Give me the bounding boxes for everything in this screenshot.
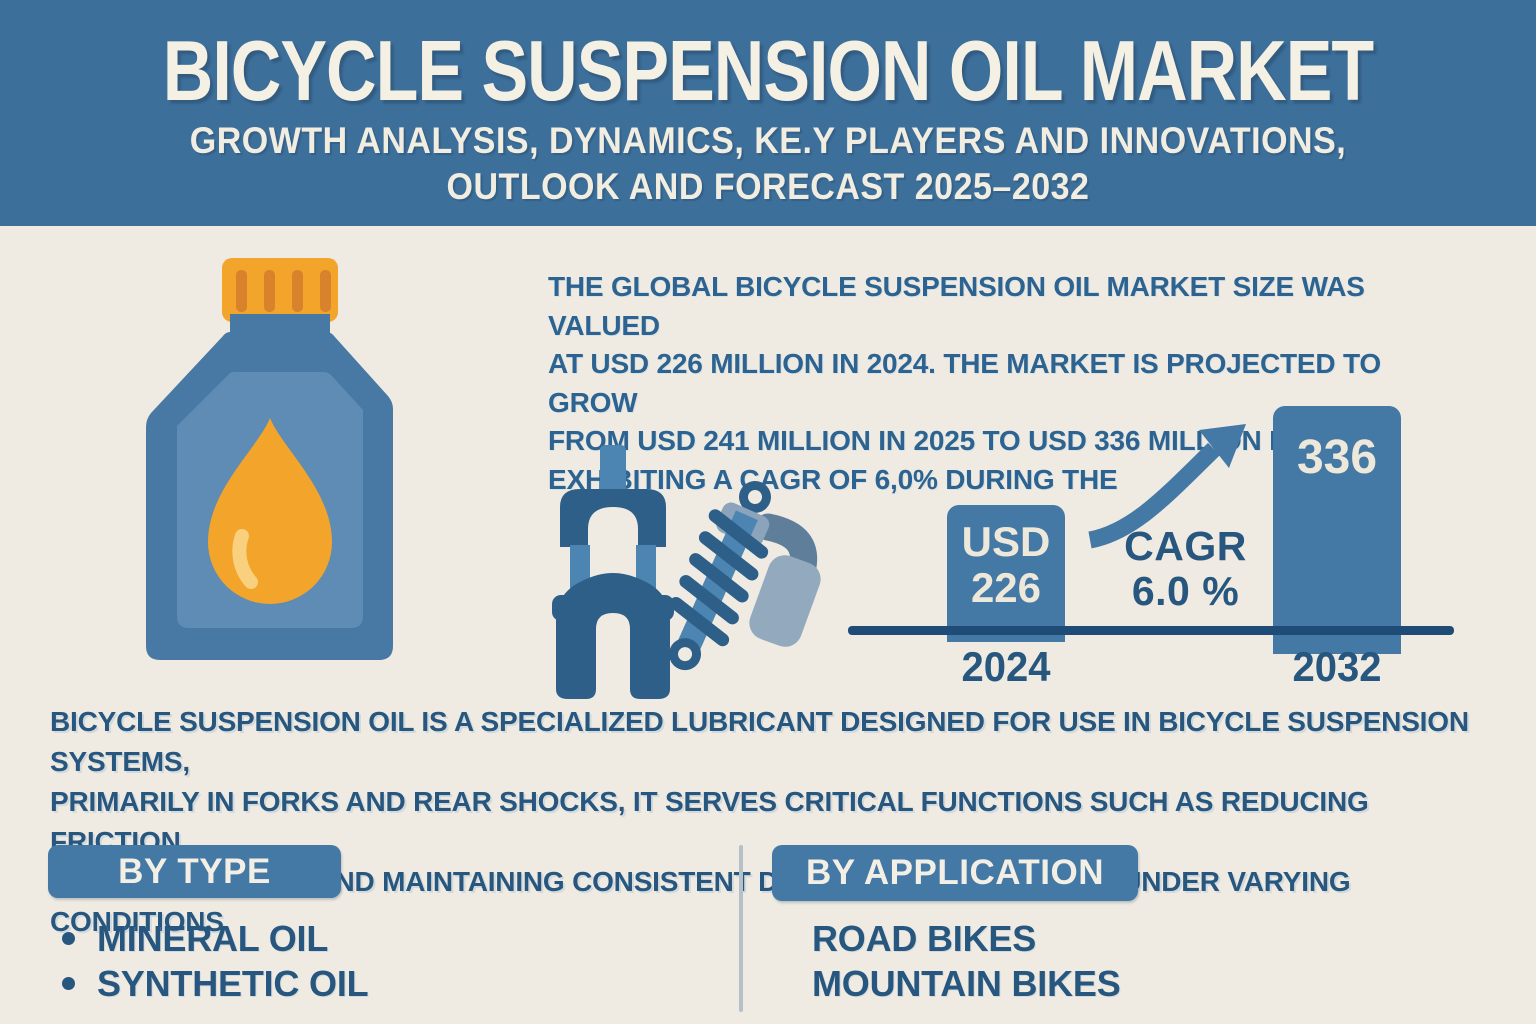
cagr-value: 6.0 % <box>1131 568 1240 614</box>
intro-paragraph: THE GLOBAL BICYCLE SUSPENSION OIL MARKET… <box>548 268 1468 499</box>
bar-label-value: 226 <box>970 564 1042 611</box>
bullet-dot-icon <box>62 932 75 945</box>
growth-arrow-icon <box>1088 424 1246 549</box>
application-item-label: ROAD BIKES <box>812 917 1037 959</box>
chart-baseline <box>848 626 1454 635</box>
list-item: MOUNTAIN BIKES <box>812 961 1121 1006</box>
type-item-label: SYNTHETIC OIL <box>97 962 369 1004</box>
rear-shock-icon <box>669 481 821 671</box>
type-item-label: MINERAL OIL <box>97 917 329 959</box>
section-divider <box>739 845 743 1012</box>
list-item: SYNTHETIC OIL <box>62 961 369 1006</box>
description-line: BICYCLE SUSPENSION OIL IS A SPECIALIZED … <box>50 706 1469 777</box>
bar-label-value: 336 <box>1296 431 1378 484</box>
bullet-dot-icon <box>62 977 75 990</box>
x-tick-2024: 2024 <box>961 644 1051 691</box>
suspension-fork-icon <box>552 445 674 699</box>
bottle-cap <box>222 258 338 322</box>
by-type-header: BY TYPE <box>48 845 341 898</box>
suspension-parts-illustration <box>552 445 821 699</box>
header-band: BICYCLE SUSPENSION OIL MARKET GROWTH ANA… <box>0 0 1536 226</box>
intro-line: THE GLOBAL BICYCLE SUSPENSION OIL MARKET… <box>548 271 1365 341</box>
subtitle-line-1: GROWTH ANALYSIS, DYNAMICS, KE.Y PLAYERS … <box>189 120 1347 162</box>
intro-line: AT USD 226 MILLION IN 2024. THE MARKET I… <box>548 348 1381 418</box>
by-type-list: MINERAL OIL SYNTHETIC OIL <box>62 916 369 1006</box>
list-item: MINERAL OIL <box>62 916 368 961</box>
description-line: PRIMARILY IN FORKS AND REAR SHOCKS, IT S… <box>50 786 1369 857</box>
list-item: ROAD BIKES <box>812 916 1121 961</box>
application-item-label: MOUNTAIN BIKES <box>812 962 1121 1004</box>
description-paragraph: BICYCLE SUSPENSION OIL IS A SPECIALIZED … <box>50 702 1510 942</box>
by-application-title: BY APPLICATION <box>805 853 1105 892</box>
by-application-header: BY APPLICATION <box>772 845 1138 901</box>
bar-label-currency: USD <box>961 518 1051 565</box>
page-title: BICYCLE SUSPENSION OIL MARKET <box>162 23 1374 119</box>
oil-bottle-icon <box>146 258 393 660</box>
x-tick-2032: 2032 <box>1292 644 1382 691</box>
by-type-title: BY TYPE <box>118 851 271 891</box>
chart-bar-2024: USD 226 <box>947 505 1065 642</box>
chart-bar-2032: 336 <box>1273 406 1401 654</box>
subtitle-line-2: OUTLOOK AND FORECAST 2025–2032 <box>446 166 1090 208</box>
cagr-annotation: CAGR 6.0 % <box>1098 524 1273 614</box>
intro-line: FROM USD 241 MILLION IN 2025 TO USD 336 … <box>548 425 1384 456</box>
cagr-label: CAGR <box>1124 523 1247 569</box>
by-application-list: ROAD BIKES MOUNTAIN BIKES <box>812 916 1121 1006</box>
